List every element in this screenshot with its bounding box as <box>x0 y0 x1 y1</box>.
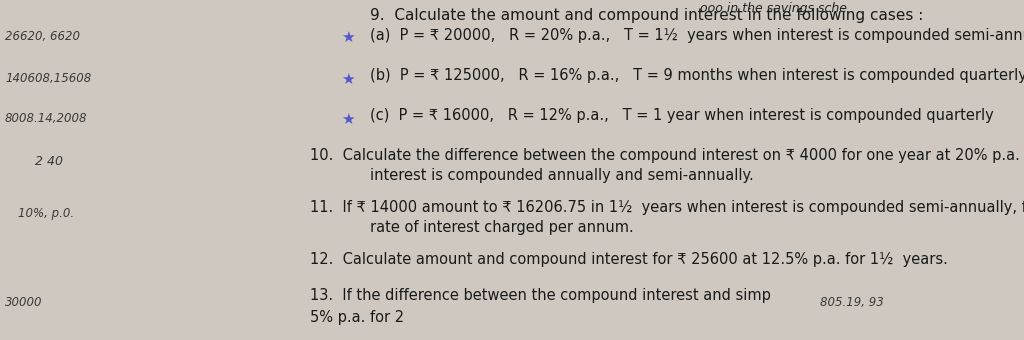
Text: (c)  P = ₹ 16000,   R = 12% p.a.,   T = 1 year when interest is compounded quart: (c) P = ₹ 16000, R = 12% p.a., T = 1 yea… <box>370 108 993 123</box>
Text: 12.  Calculate amount and compound interest for ₹ 25600 at 12.5% p.a. for 1½  ye: 12. Calculate amount and compound intere… <box>310 252 948 267</box>
Text: 13.  If the difference between the compound interest and simp: 13. If the difference between the compou… <box>310 288 771 303</box>
Text: interest is compounded annually and semi-annually.: interest is compounded annually and semi… <box>370 168 754 183</box>
Text: 5% p.a. for 2: 5% p.a. for 2 <box>310 310 404 325</box>
Text: 10%, p.0.: 10%, p.0. <box>18 207 74 220</box>
Text: ★: ★ <box>341 112 354 127</box>
Text: 140608,15608: 140608,15608 <box>5 72 91 85</box>
Text: 26620, 6620: 26620, 6620 <box>5 30 80 43</box>
Text: (b)  P = ₹ 125000,   R = 16% p.a.,   T = 9 months when interest is compounded qu: (b) P = ₹ 125000, R = 16% p.a., T = 9 mo… <box>370 68 1024 83</box>
Text: 30000: 30000 <box>5 296 43 309</box>
Text: (a)  P = ₹ 20000,   R = 20% p.a.,   T = 1½  years when interest is compounded se: (a) P = ₹ 20000, R = 20% p.a., T = 1½ ye… <box>370 28 1024 43</box>
Text: 2 40: 2 40 <box>35 155 63 168</box>
Text: 10.  Calculate the difference between the compound interest on ₹ 4000 for one ye: 10. Calculate the difference between the… <box>310 148 1024 163</box>
Text: ooo in the savings sche: ooo in the savings sche <box>700 2 847 15</box>
Text: ★: ★ <box>341 72 354 87</box>
Text: 8008.14,2008: 8008.14,2008 <box>5 112 87 125</box>
Text: 9.  Calculate the amount and compound interest in the following cases :: 9. Calculate the amount and compound int… <box>370 8 924 23</box>
Text: 805.19, 93: 805.19, 93 <box>820 296 884 309</box>
Text: ★: ★ <box>341 30 354 45</box>
Text: 11.  If ₹ 14000 amount to ₹ 16206.75 in 1½  years when interest is compounded se: 11. If ₹ 14000 amount to ₹ 16206.75 in 1… <box>310 200 1024 215</box>
Text: rate of interest charged per annum.: rate of interest charged per annum. <box>370 220 634 235</box>
